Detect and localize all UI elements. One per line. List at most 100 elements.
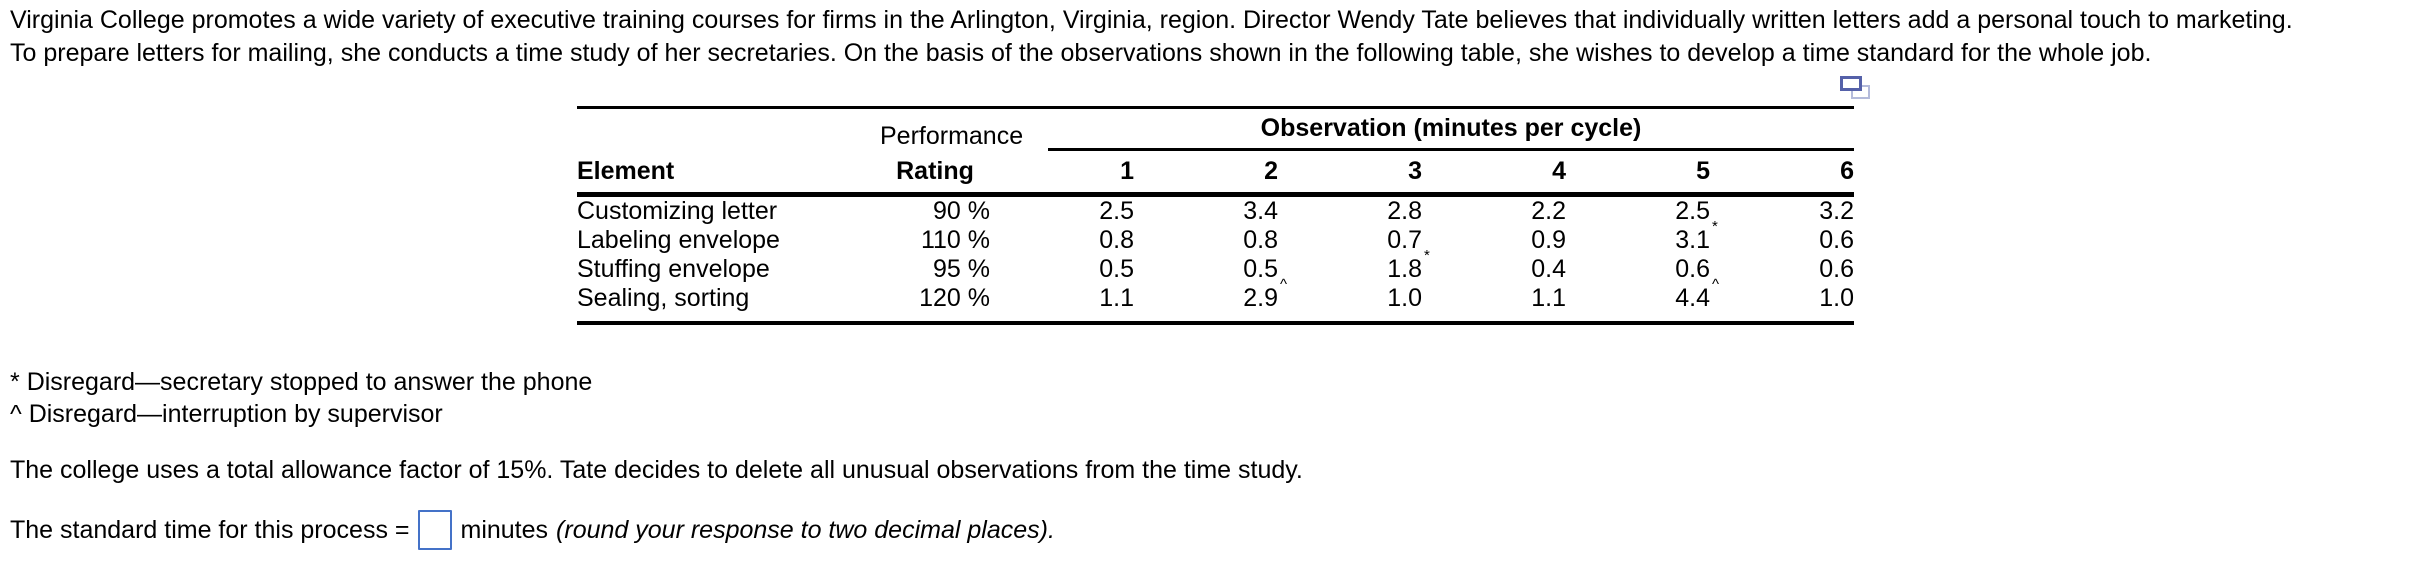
performance-rating-value: 110 % [920, 226, 990, 254]
observation-number: 0.5 [1243, 255, 1278, 283]
observation-value: 2.2 [1422, 195, 1566, 227]
element-name: Sealing, sorting [577, 284, 880, 325]
disregard-marker: * [1424, 247, 1430, 264]
element-name: Labeling envelope [577, 226, 780, 254]
observation-number: 0.8 [1099, 226, 1134, 254]
observation-value: 4.4 ^ [1566, 276, 1720, 325]
observation-number: 0.6 [1819, 226, 1855, 254]
copy-icon-front-rect [1840, 76, 1862, 91]
observation-value: 0.8 [990, 226, 1134, 255]
table-body: Customizing letter 90 % 2.5 3.4 2.8 2.2 2.5 3.2… [577, 195, 1855, 325]
answer-input[interactable] [417, 510, 452, 550]
observation-column-header-3: 3 [1278, 151, 1422, 197]
observation-number: 2.8 [1387, 197, 1422, 225]
allowance-sentence: The college uses a total allowance facto… [10, 456, 1303, 484]
observation-number: 1.0 [1819, 284, 1855, 312]
disregard-marker: ^ [1712, 276, 1720, 293]
intro-line-1: Virginia College promotes a wide variety… [10, 6, 2293, 34]
observation-value: 1.1 [1422, 284, 1566, 325]
observation-number: 0.6 [1675, 255, 1710, 283]
observation-number: 2.5 [1099, 197, 1134, 225]
observation-number: 2.2 [1531, 197, 1566, 225]
copy-icon[interactable] [1840, 76, 1872, 104]
footnote: ^ Disregard—interruption by supervisor [10, 398, 592, 430]
observation-number: 2.9 ^ [1243, 276, 1288, 312]
observation-column-header-2: 2 [1134, 151, 1278, 197]
disregard-marker: * [1712, 218, 1718, 235]
footnote: * Disregard—secretary stopped to answer … [10, 366, 592, 398]
observation-column-header-6: 6 [1710, 151, 1855, 197]
table-row: Labeling envelope 110 % 0.8 0.8 0.7 0.9 3.1 * 0.… [577, 218, 1854, 255]
observation-number: 0.4 [1531, 255, 1566, 283]
observation-value: 1.0 [1278, 284, 1422, 325]
answer-rounding-note: (round your response to two decimal plac… [556, 515, 1055, 544]
footnotes: * Disregard—secretary stopped to answer … [10, 366, 592, 430]
time-study-table: Performance Observation (minutes per cyc… [577, 106, 1855, 325]
observation-number: 1.0 [1387, 284, 1422, 312]
observation-number: 0.5 [1099, 255, 1134, 283]
observation-value: 1.0 [1710, 284, 1855, 325]
element-name: Stuffing envelope [577, 255, 770, 283]
table-row: Stuffing envelope 95 % 0.5 0.5 1.8 * 0.4 0.6 0.6 [577, 247, 1854, 284]
observation-column-header-1: 1 [990, 151, 1134, 197]
element-name: Customizing letter [577, 197, 778, 225]
footnote-marker: ^ [10, 400, 29, 428]
observation-number: 1.1 [1531, 284, 1566, 312]
performance-header: Performance [880, 106, 1023, 151]
answer-prefix: The standard time for this process = [10, 515, 410, 544]
observation-value: 2.8 [1278, 195, 1422, 227]
observation-number: 3.4 [1243, 197, 1278, 225]
observation-number: 4.4 ^ [1675, 276, 1720, 312]
observation-column-header-5: 5 [1566, 151, 1710, 197]
observation-number: 1.1 [1099, 284, 1134, 312]
observation-value: 0.8 [1134, 226, 1278, 255]
observation-value: 3.4 [1134, 195, 1278, 227]
performance-rating-value: 95 % [933, 255, 990, 283]
observation-value: 0.7 [1278, 226, 1422, 255]
answer-unit: minutes [460, 515, 549, 544]
footnote-text: Disregard—secretary stopped to answer th… [26, 368, 593, 396]
observation-value: 0.9 [1422, 226, 1566, 255]
header-spacer [577, 106, 880, 151]
observation-value: 0.5 [990, 255, 1134, 284]
observation-value: 3.1 * [1566, 218, 1718, 255]
observation-number: 3.1 * [1675, 218, 1718, 254]
observation-value: 2.5 [1566, 195, 1710, 227]
intro-line-2: To prepare letters for mailing, she cond… [10, 39, 2152, 67]
observation-number: 2.5 [1675, 197, 1710, 225]
answer-line: The standard time for this process = min… [10, 510, 1055, 550]
rating-column-header: Rating [880, 151, 990, 197]
observation-value: 2.5 [990, 195, 1134, 227]
observation-value: 0.5 [1134, 255, 1278, 284]
observation-value: 2.9 ^ [1134, 276, 1288, 325]
observation-group-header-cell: Observation (minutes per cycle) [990, 106, 1855, 151]
footnote-marker: * [10, 368, 27, 396]
observation-value: 3.2 [1710, 195, 1854, 227]
observation-value: 1.8 * [1278, 247, 1430, 284]
element-column-header: Element [577, 151, 880, 197]
observation-number: 0.7 [1387, 226, 1422, 254]
footnote-text: Disregard—interruption by supervisor [28, 400, 443, 428]
observation-group-header: Observation (minutes per cycle) [1048, 114, 1855, 151]
table-row: Sealing, sorting 120 % 1.1 2.9 ^ 1.0 1.1 4.4 ^ 1.… [577, 276, 1855, 325]
observation-value: 0.6 [1710, 255, 1854, 284]
observation-column-header-4: 4 [1422, 151, 1566, 197]
observation-value: 0.4 [1422, 255, 1566, 284]
observation-number: 0.8 [1243, 226, 1278, 254]
observation-value: 1.1 [990, 284, 1134, 325]
observation-value: 0.6 [1566, 255, 1710, 284]
intro-paragraph: Virginia College promotes a wide variety… [10, 4, 2293, 70]
observation-number: 0.6 [1819, 255, 1855, 283]
time-study-table-wrap: Performance Observation (minutes per cyc… [577, 106, 1855, 325]
observation-number: 0.9 [1531, 226, 1566, 254]
observation-value: 0.6 [1710, 226, 1854, 255]
performance-rating-value: 90 % [933, 197, 990, 225]
observation-number: 3.2 [1819, 197, 1855, 225]
table-header-row-top: Performance Observation (minutes per cyc… [577, 106, 1855, 151]
table-row: Customizing letter 90 % 2.5 3.4 2.8 2.2 2.5 3.2 [577, 195, 1854, 227]
observation-number: 1.8 * [1387, 247, 1430, 283]
performance-rating-value: 120 % [880, 284, 990, 325]
disregard-marker: ^ [1280, 276, 1288, 293]
